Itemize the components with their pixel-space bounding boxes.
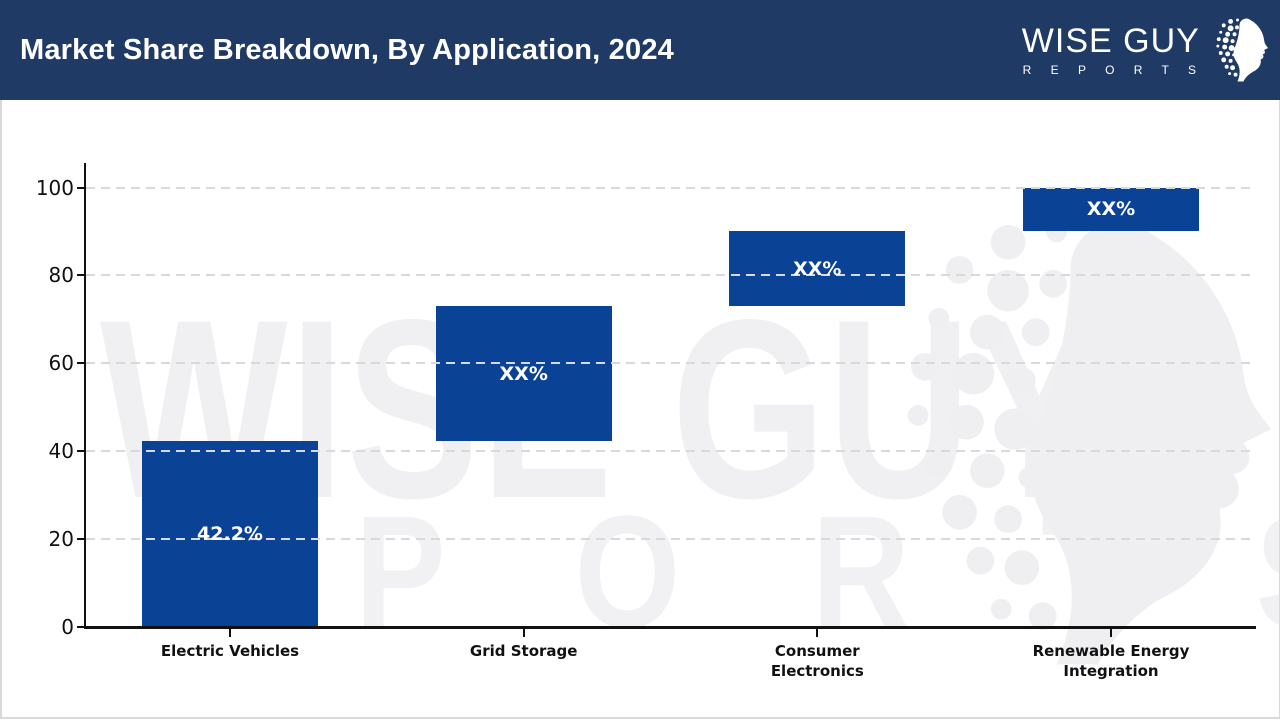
page-bottom-edge [0, 717, 1280, 719]
y-tick-label: 80 [48, 263, 74, 288]
x-category-line: Grid Storage [469, 641, 578, 660]
x-axis-line [84, 625, 1256, 629]
x-category-label: Renewable Energy Integration [991, 641, 1231, 681]
y-tick-mark [77, 449, 86, 452]
y-tick-label: 40 [48, 438, 74, 463]
x-tick-mark [1110, 628, 1112, 637]
x-category-line: Integration [1063, 661, 1159, 680]
gridline-80 [86, 274, 1254, 277]
x-category-line: Consumer [774, 641, 860, 660]
face-profile-icon [1216, 18, 1269, 82]
logo-text: WISE GUY R E P O R T S [1018, 24, 1204, 77]
wise-guy-logo: WISE GUY R E P O R T S [1018, 7, 1270, 93]
x-category-line: Electric Vehicles [160, 641, 300, 660]
y-tick-label: 100 [35, 175, 74, 200]
page-left-edge [0, 100, 2, 718]
bar-segment [729, 231, 906, 307]
page-title: Market Share Breakdown, By Application, … [20, 33, 674, 66]
header-bar: Market Share Breakdown, By Application, … [0, 0, 1280, 100]
x-category-label: Consumer Electronics [697, 641, 937, 681]
gridline-40 [86, 449, 1254, 452]
x-tick-mark [816, 628, 819, 637]
y-tick-mark [77, 362, 86, 365]
logo-subtext: R E P O R T S [1022, 62, 1204, 77]
bar-value-label: 42.2% [197, 522, 263, 545]
y-tick-mark [77, 274, 86, 277]
waterfall-chart: WISE GUY P O R T S 02040608010042.2%Elec… [0, 100, 1280, 720]
y-tick-label: 20 [48, 526, 74, 551]
y-tick-label: 60 [48, 351, 74, 376]
bar-segment [435, 306, 612, 442]
x-category-label: Electric Vehicles [110, 641, 350, 661]
gridline-20 [86, 537, 1254, 540]
x-category-label: Grid Storage [404, 641, 644, 661]
x-tick-mark [229, 628, 231, 637]
gridline-100 [86, 186, 1254, 189]
x-tick-mark [522, 628, 525, 637]
y-tick-mark [77, 625, 86, 628]
logo-wordmark: WISE GUY [1021, 21, 1200, 60]
bar-value-label: XX% [793, 257, 842, 280]
x-category-line: Renewable Energy [1032, 641, 1190, 660]
y-tick-mark [77, 537, 86, 540]
bar-segment [142, 441, 318, 627]
bar-value-label: XX% [499, 362, 548, 385]
y-axis-line [84, 163, 86, 629]
gridline-60 [86, 362, 1254, 365]
y-tick-label: 0 [61, 614, 74, 639]
x-category-line: Electronics [770, 661, 864, 680]
y-tick-mark [77, 186, 86, 189]
bar-value-label: XX% [1086, 198, 1136, 221]
bar-segment [1023, 187, 1199, 232]
